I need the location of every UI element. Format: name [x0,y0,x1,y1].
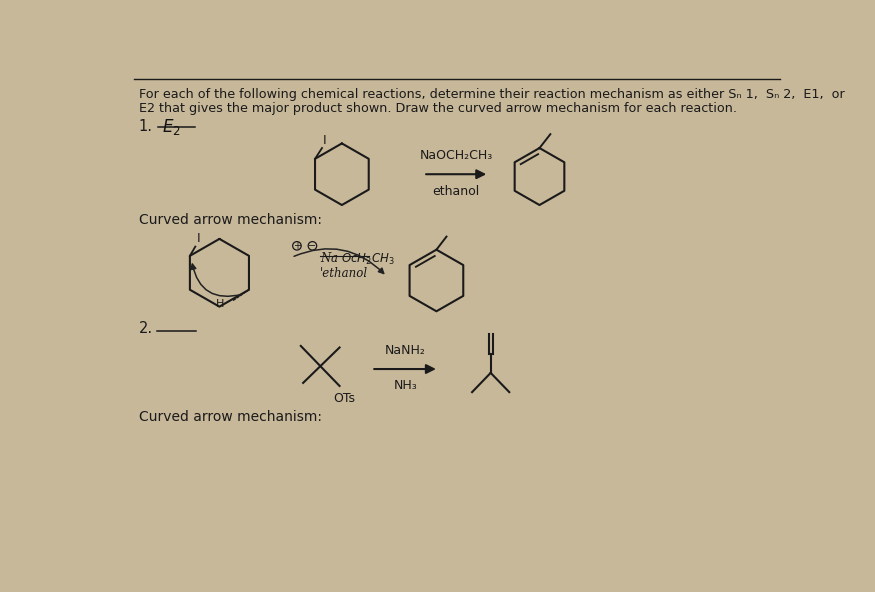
Text: Curved arrow mechanism:: Curved arrow mechanism: [139,410,322,424]
Text: ethanol: ethanol [432,185,480,198]
Text: E2 that gives the major product shown. Draw the curved arrow mechanism for each : E2 that gives the major product shown. D… [139,102,737,115]
Text: Na $OcH_2CH_3$: Na $OcH_2CH_3$ [320,251,396,268]
Text: NH₃: NH₃ [394,379,417,392]
Text: H: H [216,298,224,308]
Text: $E_2$: $E_2$ [162,117,181,137]
FancyArrowPatch shape [191,264,242,297]
Text: Curved arrow mechanism:: Curved arrow mechanism: [139,213,322,227]
Text: −: − [308,241,317,251]
Text: OTs: OTs [333,392,355,405]
Text: 'ethanol: 'ethanol [320,266,368,279]
Text: For each of the following chemical reactions, determine their reaction mechanism: For each of the following chemical react… [139,88,844,101]
Text: I: I [197,232,200,245]
Text: +: + [293,241,301,251]
FancyArrowPatch shape [294,249,383,274]
Text: I: I [323,134,326,147]
Text: NaOCH₂CH₃: NaOCH₂CH₃ [420,149,493,162]
Text: 2.: 2. [139,320,153,336]
Text: NaNH₂: NaNH₂ [385,344,426,357]
Text: 1.: 1. [139,119,153,134]
